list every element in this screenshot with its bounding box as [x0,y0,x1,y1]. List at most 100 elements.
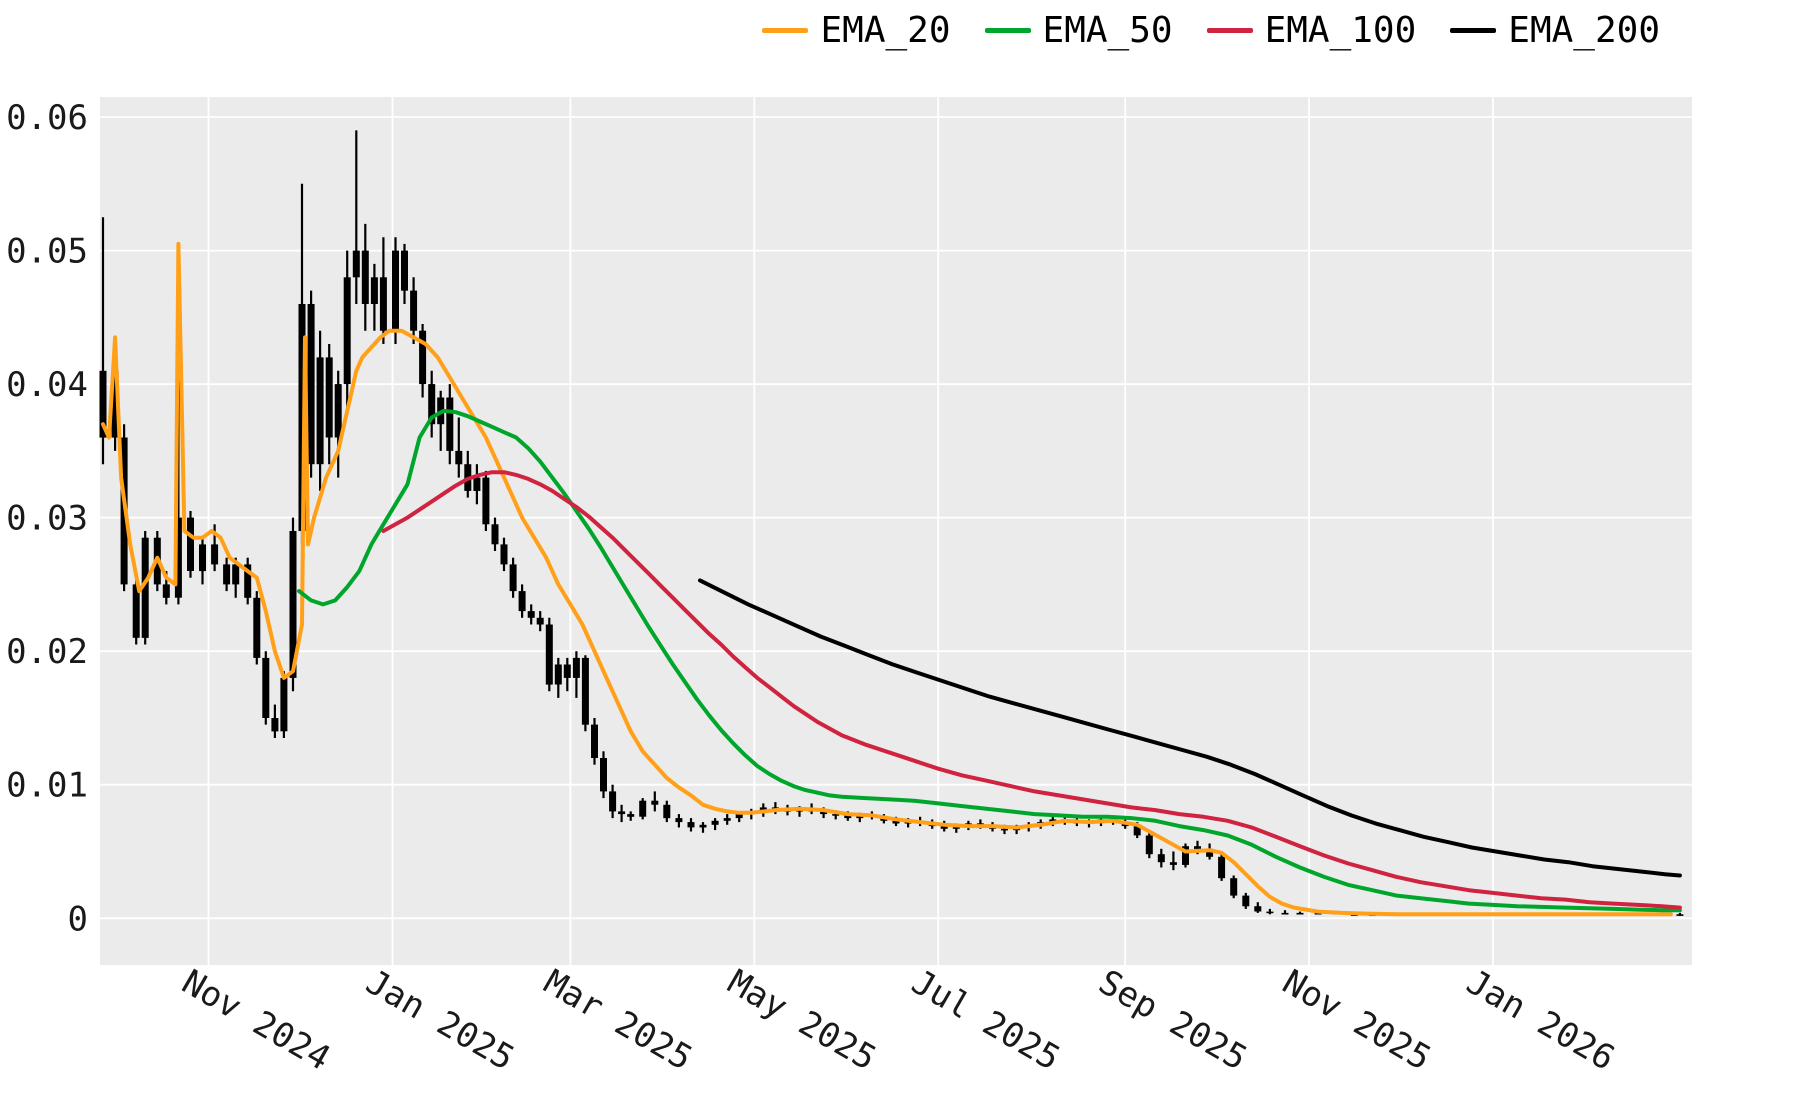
candle-body [419,330,427,385]
x-tick-label: Jan 2025 [359,962,521,1079]
candle-body [132,584,140,638]
candle-body [223,564,231,585]
candle-body [940,826,948,829]
candle-body [491,524,499,545]
legend-item-ema-200: EMA_200 [1450,10,1660,51]
legend-label: EMA_20 [820,10,951,51]
series-line-ema_100 [381,470,1682,910]
y-tick-label: 0.04 [6,365,88,405]
candle-body [723,818,731,821]
candle-body [334,384,342,438]
candle-body [1001,828,1008,831]
candle-body [1182,846,1189,865]
x-tick-label: Jan 2026 [1460,962,1622,1079]
candle-body [500,544,508,565]
candle-body [1281,912,1289,915]
candle-body [316,357,324,465]
candle-body [1296,912,1304,915]
y-tick-label: 0.05 [6,232,88,272]
candle-body [162,584,170,598]
candle-body [280,677,288,732]
candle-body [1145,835,1153,855]
candle-body [675,818,683,823]
legend-line-icon [1206,28,1253,33]
candle-body [687,822,695,828]
candle-body [844,815,852,819]
candle-body [352,250,360,278]
series-line-ema_200 [698,578,1682,878]
candle-body [563,664,571,678]
x-tick-label: May 2025 [721,962,883,1079]
candle-body [1230,878,1238,896]
series-line-ema_20 [101,241,1673,917]
candle-body [232,564,240,585]
candle-body [1254,906,1262,912]
candle-body [199,544,206,572]
candle-body [401,250,408,291]
candle-body [618,811,626,815]
candle-body [832,814,840,816]
candle-body [581,657,589,725]
candle-body [370,277,378,304]
candle-body [554,664,562,685]
x-tick-label: Nov 2025 [1276,962,1438,1079]
candle-body [1194,846,1201,849]
candle-body [392,250,399,331]
candle-body [482,477,490,525]
candle-body [428,384,436,425]
candle-body [410,290,418,331]
candle-body [699,824,707,828]
candle-body [518,591,526,612]
candle-body [262,657,270,718]
candle-body [527,611,535,618]
candle-body [253,597,261,658]
legend-item-ema-20: EMA_20 [762,10,951,51]
candle-body [343,277,351,385]
x-tick-label: Sep 2025 [1092,962,1254,1079]
candle-body [536,617,544,625]
candle-body [1218,856,1226,879]
candle-body [325,357,333,438]
chart-legend: EMA_20 EMA_50 EMA_100 EMA_200 [762,10,1660,51]
y-tick-label: 0 [68,899,88,939]
legend-line-icon [1450,28,1497,33]
x-tick-label: Jul 2025 [905,962,1067,1079]
y-tick-label: 0.06 [6,98,88,138]
candle-body [545,624,553,685]
candle-body [271,718,279,732]
candle-body [1206,848,1214,857]
candle-body [711,820,719,825]
candle-body [1242,895,1250,907]
candle-body [99,370,107,438]
candle-body [1676,914,1684,916]
y-tick-label: 0.01 [6,766,88,806]
candle-body [609,791,617,812]
candle-body [298,304,306,531]
y-tick-label: 0.03 [6,499,88,539]
candle-body [1049,819,1057,823]
candle-body [244,564,252,598]
x-tick-label: Mar 2025 [537,962,699,1079]
candle-body [446,397,454,451]
legend-line-icon [984,28,1031,33]
candle-body [211,544,219,565]
candle-body [639,800,647,817]
candle-body [379,277,387,331]
candle-body [1314,912,1322,915]
candle-body [627,814,635,817]
candle-body [735,814,743,819]
candle-body [473,477,481,491]
candle-body [1157,854,1165,863]
candle-body [361,250,369,304]
legend-label: EMA_50 [1042,10,1173,51]
candle-body [1266,911,1274,914]
x-tick-label: Nov 2024 [175,962,337,1079]
candle-body [572,657,580,678]
candle-body [455,450,463,465]
candle-body [187,517,194,571]
candle-body [509,564,517,592]
y-tick-label: 0.02 [6,632,88,672]
candle-body [1133,826,1141,836]
